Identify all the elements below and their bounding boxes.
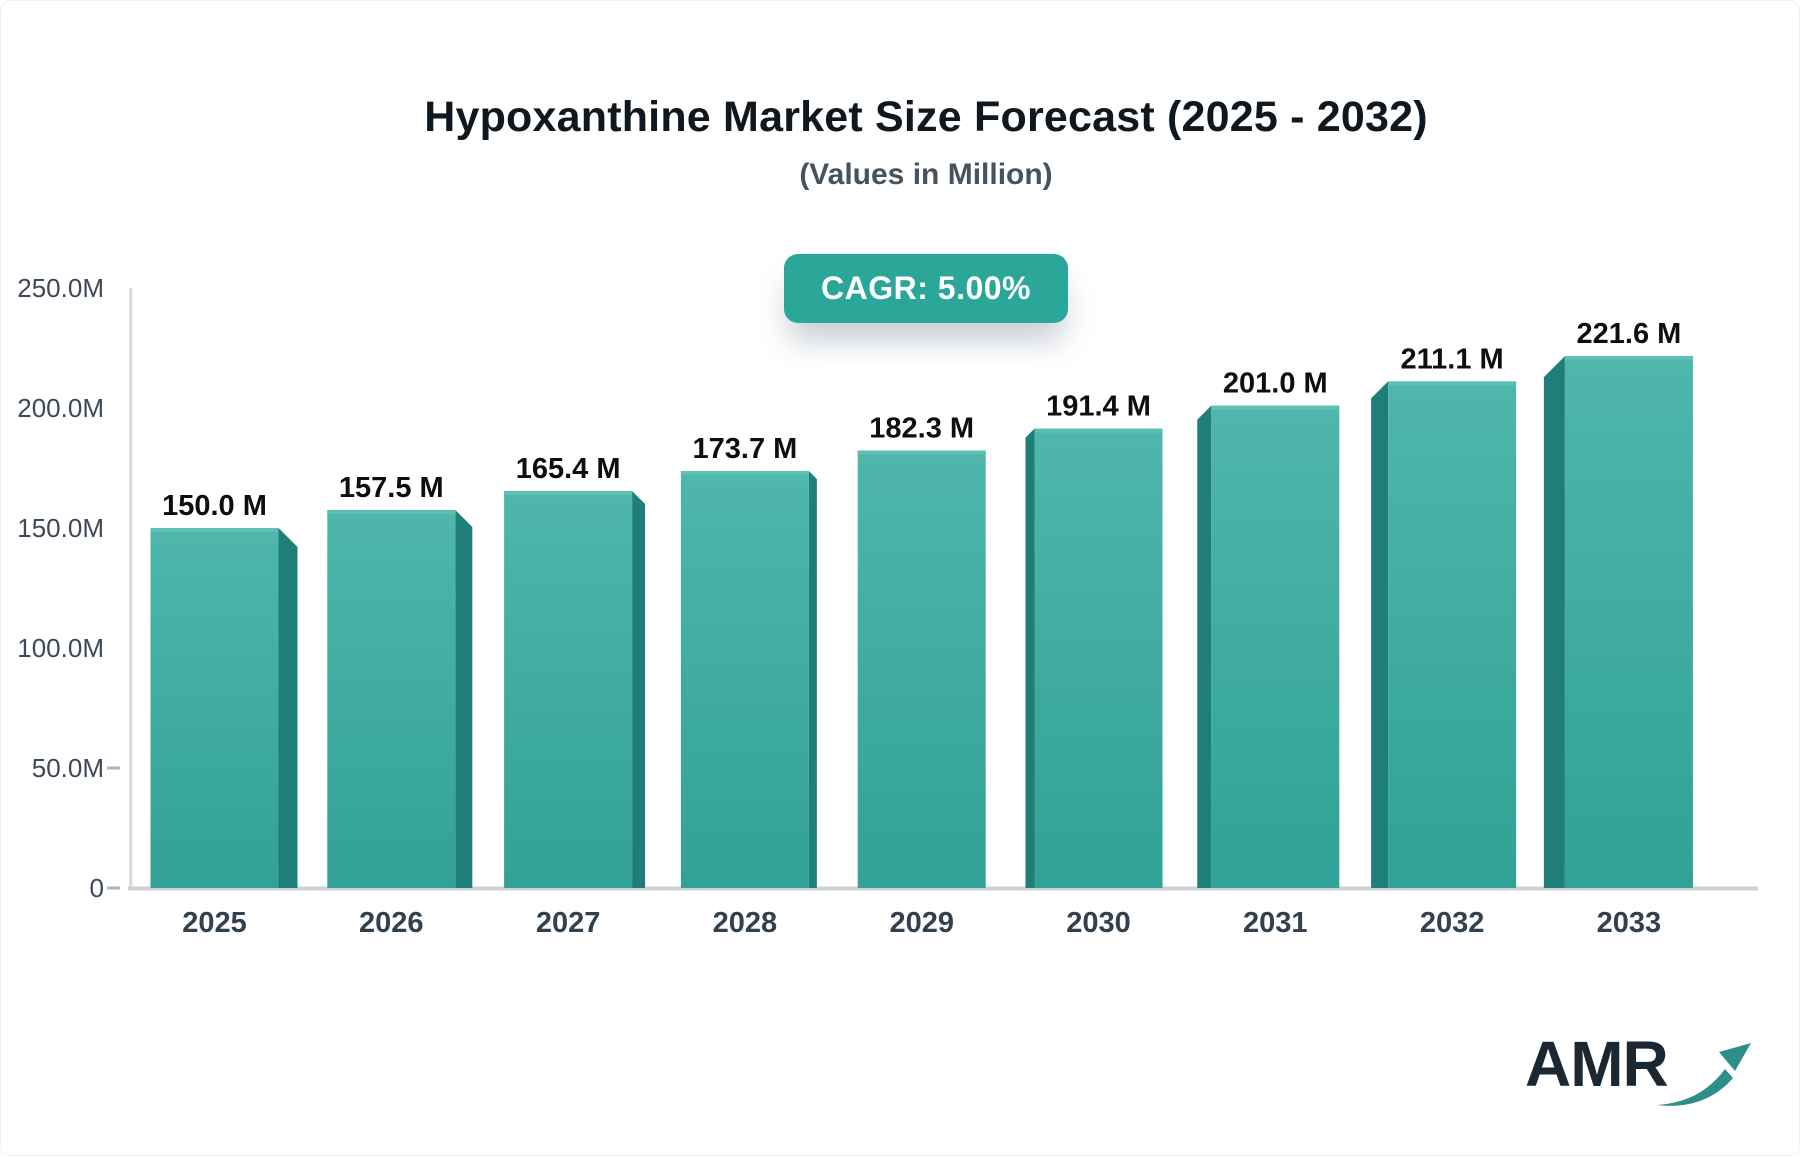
bar-value-label: 150.0 M (162, 490, 267, 522)
bar-side-face (278, 528, 298, 888)
bar-top-edge (1211, 405, 1340, 410)
y-tick-label: 50.0M (32, 753, 104, 783)
bar (1034, 428, 1163, 888)
chart-subtitle: (Values in Million) (799, 158, 1053, 191)
bar-side-face (455, 510, 473, 888)
y-tick-label: 250.0M (17, 273, 104, 303)
x-tick-label: 2028 (713, 907, 778, 939)
x-tick-label: 2027 (536, 907, 601, 939)
x-tick-label: 2026 (359, 907, 424, 939)
x-tick-label: 2029 (889, 907, 954, 939)
bar-side-face (1543, 356, 1565, 888)
bar-top-edge (1034, 428, 1163, 433)
y-tick-label: 200.0M (17, 393, 104, 423)
bar-value-label: 165.4 M (516, 453, 621, 485)
amr-logo: AMR (1525, 1027, 1751, 1127)
bar-top-edge (857, 450, 986, 455)
bar-value-label: 182.3 M (869, 412, 974, 444)
y-axis-line (129, 288, 133, 890)
bar-side-face (1197, 405, 1212, 888)
amr-logo-text: AMR (1525, 1028, 1669, 1100)
bar (327, 510, 456, 888)
bar-top-edge (327, 510, 456, 514)
bar-value-label: 221.6 M (1577, 318, 1682, 350)
bar (504, 491, 633, 888)
bar-top-edge (1388, 381, 1517, 386)
bar (1388, 381, 1517, 888)
bar-side-face (1025, 428, 1035, 888)
bar-top-edge (680, 471, 809, 476)
bar (1211, 405, 1340, 888)
bar-value-label: 211.1 M (1401, 343, 1504, 375)
x-axis-line (128, 886, 1758, 891)
x-tick-label: 2030 (1066, 907, 1131, 939)
bar-top-edge (150, 528, 279, 532)
x-tick-label: 2033 (1597, 907, 1662, 939)
y-tick-label: 150.0M (17, 513, 104, 543)
bar-value-label: 201.0 M (1223, 368, 1328, 400)
chart-title: Hypoxanthine Market Size Forecast (2025 … (424, 93, 1428, 141)
y-tick-label: 100.0M (17, 633, 104, 663)
bar-value-label: 157.5 M (339, 472, 444, 504)
x-tick-label: 2031 (1243, 907, 1308, 939)
bar-side-face (808, 471, 817, 888)
y-axis-tick (107, 886, 120, 890)
bar (150, 528, 279, 888)
bar (857, 450, 986, 888)
bar-top-edge (504, 491, 633, 496)
bar (1564, 356, 1693, 888)
x-tick-label: 2032 (1420, 907, 1485, 939)
y-tick-label: 0 (90, 873, 104, 903)
bar-top-edge (1564, 356, 1693, 361)
y-axis-tick (107, 766, 120, 770)
bar-value-label: 173.7 M (693, 433, 798, 465)
bar-value-label: 191.4 M (1046, 391, 1151, 423)
bar-side-face (632, 491, 646, 888)
cagr-badge: CAGR: 5.00% (784, 254, 1068, 323)
bar-side-face (1371, 381, 1389, 888)
chart-header: Hypoxanthine Market Size Forecast (2025 … (51, 93, 1800, 192)
x-tick-label: 2025 (182, 907, 247, 939)
growth-arrow-icon (1657, 1043, 1751, 1106)
bar (680, 471, 809, 888)
